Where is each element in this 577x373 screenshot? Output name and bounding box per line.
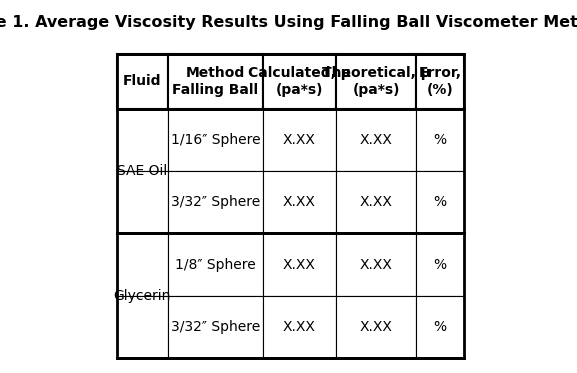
Text: X.XX: X.XX: [359, 133, 392, 147]
Text: %: %: [433, 320, 447, 334]
Text: X.XX: X.XX: [283, 258, 316, 272]
Text: X.XX: X.XX: [283, 320, 316, 334]
Text: 1/16″ Sphere: 1/16″ Sphere: [171, 133, 260, 147]
Text: Table 1. Average Viscosity Results Using Falling Ball Viscometer Method.: Table 1. Average Viscosity Results Using…: [0, 15, 577, 30]
Text: %: %: [433, 133, 447, 147]
Text: 3/32″ Sphere: 3/32″ Sphere: [171, 320, 260, 334]
Text: X.XX: X.XX: [359, 258, 392, 272]
Text: Method
Falling Ball: Method Falling Ball: [173, 66, 258, 97]
Text: X.XX: X.XX: [359, 320, 392, 334]
Text: X.XX: X.XX: [283, 195, 316, 209]
Text: Fluid: Fluid: [123, 75, 162, 88]
Text: 3/32″ Sphere: 3/32″ Sphere: [171, 195, 260, 209]
Text: Theoretical, μ
(pa*s): Theoretical, μ (pa*s): [322, 66, 430, 97]
Text: Error,
(%): Error, (%): [418, 66, 462, 97]
Text: SAE Oil: SAE Oil: [117, 164, 167, 178]
Text: %: %: [433, 258, 447, 272]
Text: X.XX: X.XX: [283, 133, 316, 147]
Text: X.XX: X.XX: [359, 195, 392, 209]
Text: Glycerin: Glycerin: [114, 289, 171, 303]
Text: 1/8″ Sphere: 1/8″ Sphere: [175, 258, 256, 272]
Text: Calculated, μ
(pa*s): Calculated, μ (pa*s): [248, 66, 351, 97]
Text: %: %: [433, 195, 447, 209]
